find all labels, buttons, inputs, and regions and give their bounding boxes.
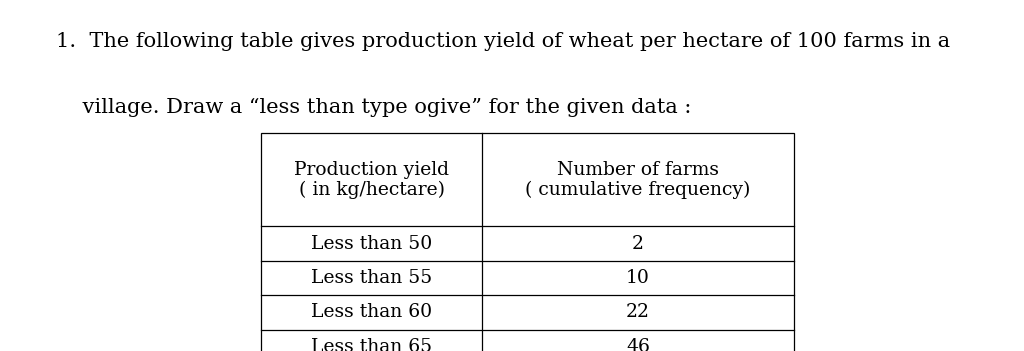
Text: Number of farms: Number of farms	[557, 161, 719, 179]
Text: ( in kg/hectare): ( in kg/hectare)	[299, 180, 444, 199]
Text: Less than 50: Less than 50	[311, 234, 432, 253]
Text: village. Draw a “less than type ogive” for the given data :: village. Draw a “less than type ogive” f…	[56, 98, 691, 117]
Bar	[261, 133, 794, 351]
Text: Less than 60: Less than 60	[311, 303, 432, 322]
Text: 10: 10	[626, 269, 650, 287]
Text: 1.  The following table gives production yield of wheat per hectare of 100 farms: 1. The following table gives production …	[56, 32, 950, 51]
Text: Production yield: Production yield	[294, 161, 450, 179]
Text: 46: 46	[626, 338, 650, 351]
Text: Less than 65: Less than 65	[311, 338, 432, 351]
Text: 2: 2	[632, 234, 644, 253]
Text: 22: 22	[626, 303, 650, 322]
Text: ( cumulative frequency): ( cumulative frequency)	[525, 180, 751, 199]
Text: Less than 55: Less than 55	[311, 269, 432, 287]
